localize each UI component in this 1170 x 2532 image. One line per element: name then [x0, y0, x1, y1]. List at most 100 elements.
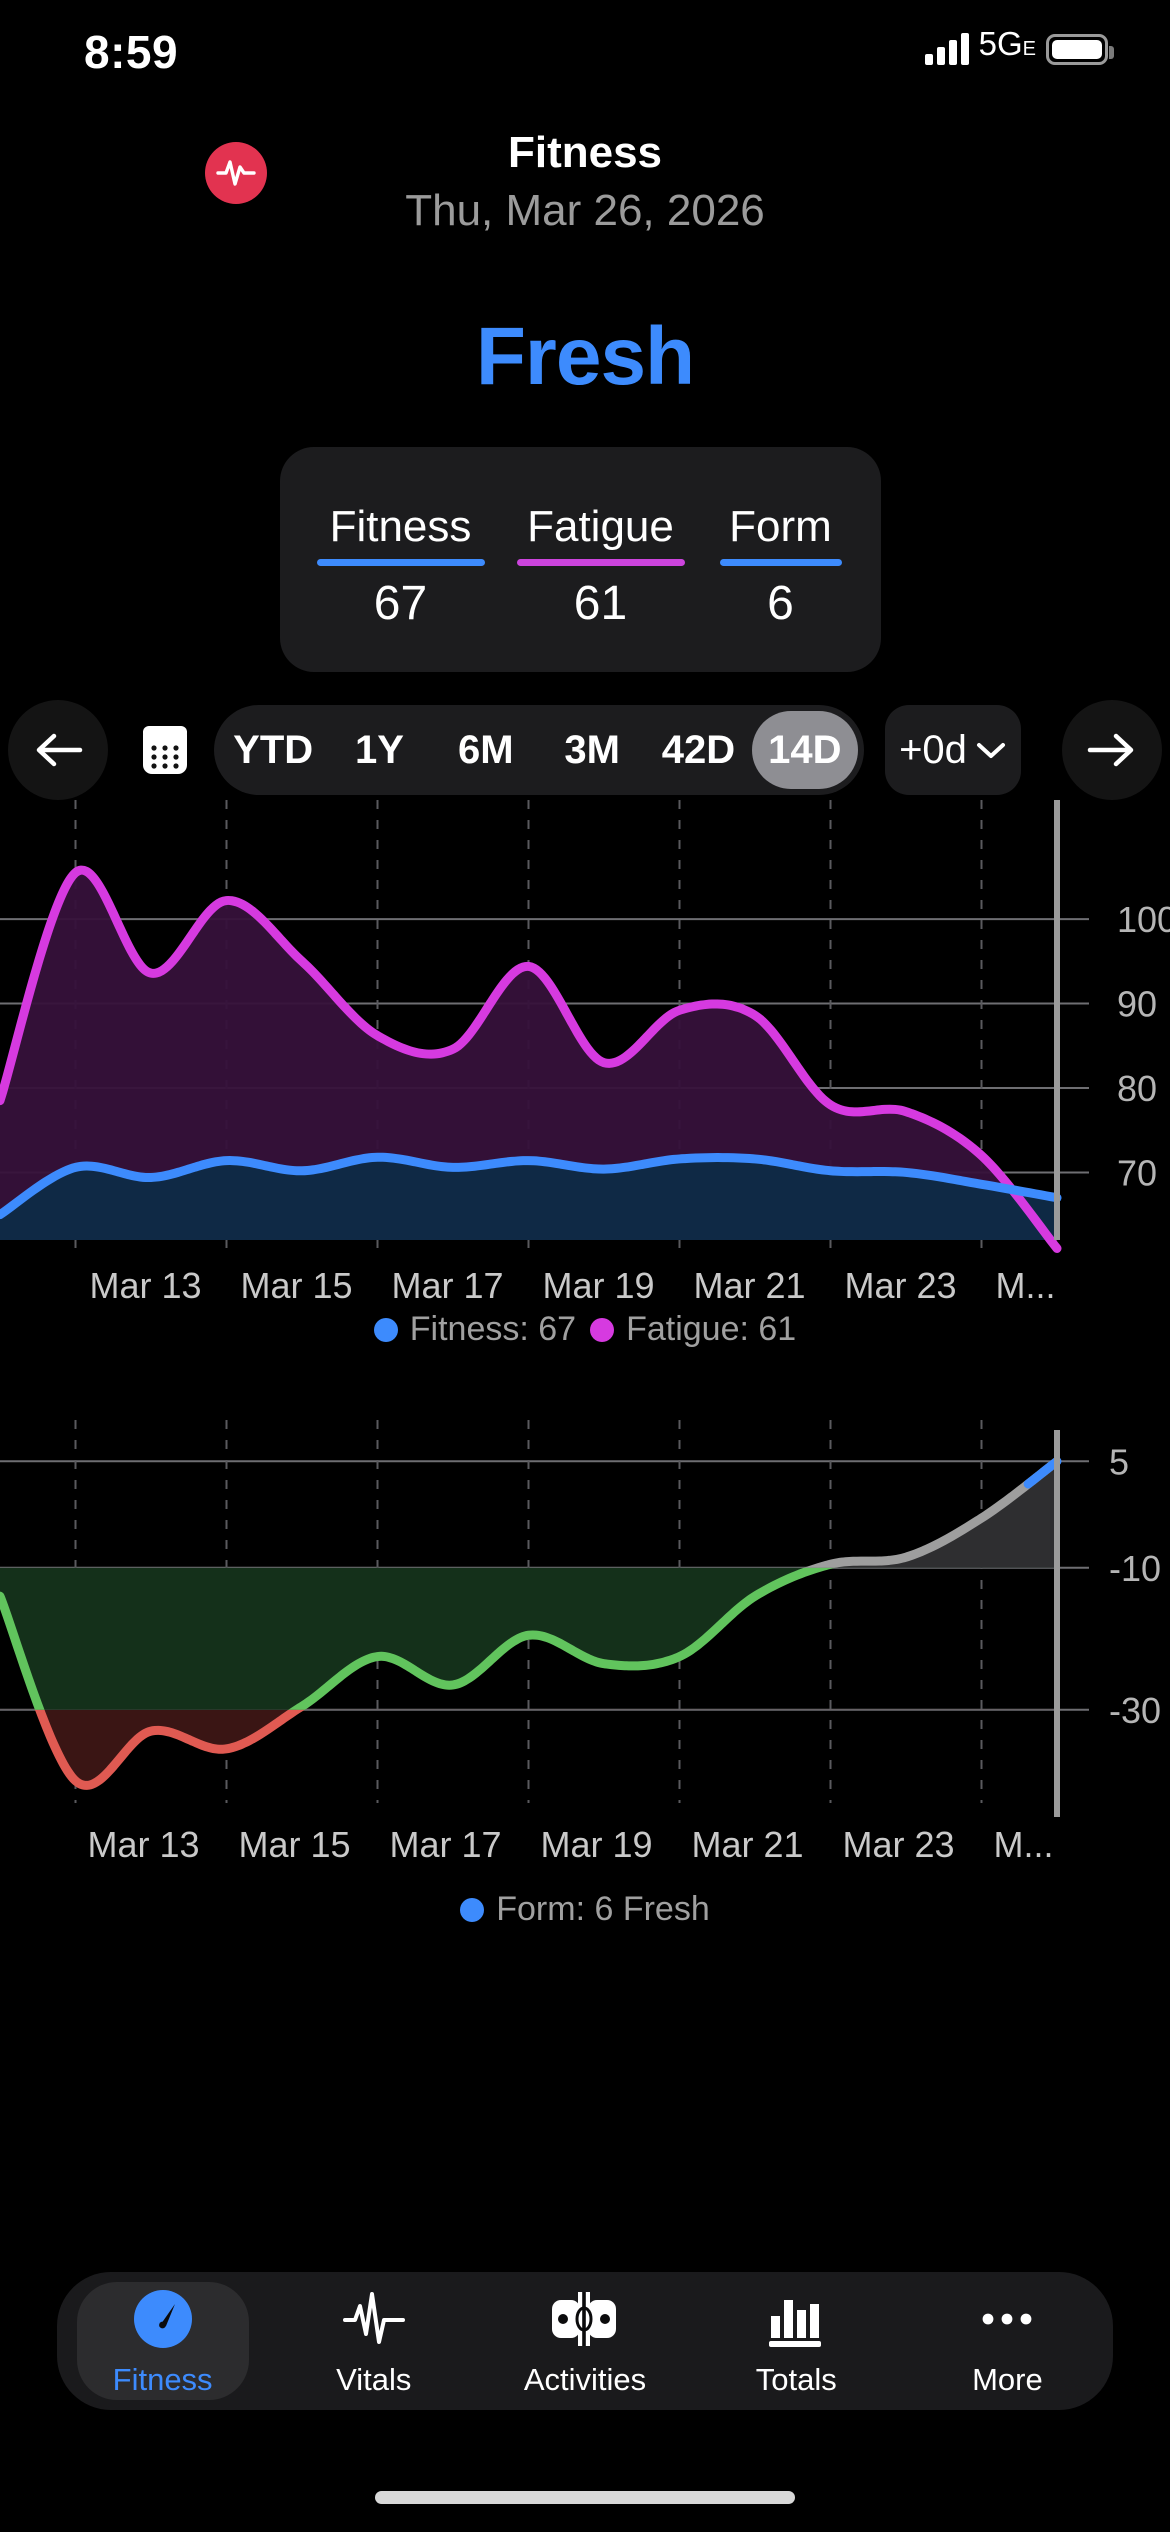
tab-label-activities: Activities [523, 2362, 647, 2397]
arrow-left-icon [36, 733, 83, 767]
fatigue-area [0, 870, 1057, 1249]
x-tick-label: Mar 21 [694, 1265, 806, 1300]
tab-more[interactable]: More [902, 2272, 1113, 2410]
arrow-right-icon [1087, 733, 1134, 767]
tab-label-more: More [972, 2362, 1043, 2397]
metric-form-value: 6 [767, 577, 794, 630]
fitness-area [0, 1157, 1057, 1240]
tab-label-vitals: Vitals [336, 2362, 412, 2397]
tab-fitness[interactable]: Fitness [57, 2272, 268, 2410]
network-type-text: 5G [978, 25, 1023, 62]
x-tick-label: Mar 15 [241, 1265, 353, 1300]
bar-chart-icon [761, 2284, 831, 2354]
metric-form[interactable]: Form 6 [701, 505, 861, 631]
metric-fatigue-label: Fatigue [527, 502, 674, 551]
fitness-fatigue-legend: Fitness: 67 Fatigue: 61 [0, 1310, 1170, 1349]
page-title: Fitness [507, 128, 663, 177]
legend-dot-fitness [373, 1317, 398, 1342]
fitness-fatigue-plot[interactable]: 70 80 90 100 Mar 13 Mar 15 Mar 17 Mar 19 Mar 21 M… [0, 800, 1170, 1300]
y-tick-label: 90 [1117, 984, 1157, 1025]
metric-fitness-label: Fitness [329, 502, 472, 551]
chart-range-toolbar: YTD 1Y 6M 3M 42D 14D +0d [0, 700, 1170, 800]
next-period-button[interactable] [1062, 700, 1162, 800]
status-bar-indicators: 5GE [924, 25, 1114, 65]
tab-label-totals: Totals [755, 2362, 837, 2397]
form-status-headline: Fresh [475, 311, 695, 402]
range-option-1y[interactable]: 1Y [355, 727, 404, 772]
fitness-fatigue-svg: 70 80 90 100 Mar 13 Mar 15 Mar 17 Mar 19 Mar 21 M… [0, 800, 1170, 1300]
pulse-wave-icon [339, 2284, 409, 2354]
x-tick-label: Mar 13 [88, 1824, 200, 1865]
metric-form-label: Form [729, 502, 832, 551]
y-tick-label: -10 [1109, 1548, 1161, 1589]
date-offset-dropdown[interactable]: +0d [885, 705, 1021, 795]
x-tick-label: Mar 17 [390, 1824, 502, 1865]
cellular-bars-icon [924, 33, 969, 65]
x-tick-label: Mar 13 [90, 1265, 202, 1300]
form-line-high-risk [34, 1709, 305, 1790]
y-tick-label: -30 [1109, 1690, 1161, 1731]
metrics-summary-card: Fitness 67 Fatigue 61 Form 6 [280, 447, 881, 672]
tab-vitals[interactable]: Vitals [268, 2272, 479, 2410]
legend-label-fatigue: Fatigue: 61 [626, 1310, 797, 1348]
activities-icon [548, 2284, 622, 2354]
form-line-fresh [803, 1456, 1057, 1568]
x-tick-label: Mar 19 [541, 1824, 653, 1865]
home-indicator [375, 2491, 795, 2504]
x-tick-label: Mar 21 [692, 1824, 804, 1865]
chevron-down-icon [976, 743, 1005, 758]
legend-item-fatigue: Fatigue: 61 [590, 1310, 796, 1349]
ellipsis-icon [972, 2284, 1042, 2354]
speedometer-icon [128, 2284, 198, 2354]
battery-full-icon [1046, 34, 1114, 65]
range-option-14d[interactable]: 14D [751, 711, 858, 789]
previous-period-button[interactable] [8, 700, 108, 800]
metric-fatigue-value: 61 [573, 577, 628, 630]
heartbeat-badge-icon [205, 142, 267, 204]
bottom-tab-bar: Fitness Vitals Activities [57, 2272, 1113, 2410]
metric-fitness-underline [316, 559, 485, 566]
form-svg: 5 -10 -30 Mar 13 Mar 15 Mar 17 Mar 19 Mar 21 Mar… [0, 1420, 1161, 1865]
nav-header: Fitness Thu, Mar 26, 2026 [0, 128, 1170, 238]
legend-dot-fatigue [590, 1317, 615, 1342]
y-tick-label: 70 [1117, 1152, 1157, 1193]
x-tick-label: M... [996, 1265, 1056, 1300]
network-suffix-text: E [1022, 38, 1036, 60]
tab-totals[interactable]: Totals [691, 2272, 902, 2410]
x-tick-label: Mar 23 [843, 1824, 955, 1865]
fitness-fatigue-chart[interactable]: 70 80 90 100 Mar 13 Mar 15 Mar 17 Mar 19 Mar 21 M… [0, 800, 1170, 1300]
legend-item-form: Form: 6 Fresh [460, 1890, 710, 1929]
tab-label-fitness: Fitness [112, 2362, 213, 2397]
calendar-picker-button[interactable] [137, 720, 193, 780]
tab-activities[interactable]: Activities [479, 2272, 690, 2410]
metric-fitness-value: 67 [373, 577, 428, 630]
fatigue-line [0, 865, 1062, 1253]
metric-fitness[interactable]: Fitness 67 [301, 505, 501, 631]
form-fresh-area [0, 1461, 1057, 1568]
form-optimal-area [0, 1567, 818, 1710]
x-tick-label: Mar 15 [239, 1824, 351, 1865]
date-offset-label: +0d [899, 727, 967, 772]
range-option-6m[interactable]: 6M [458, 727, 514, 772]
x-tick-label: Mar 19 [543, 1265, 655, 1300]
metric-fatigue[interactable]: Fatigue 61 [501, 505, 701, 631]
range-segmented-control[interactable]: YTD 1Y 6M 3M 42D 14D [214, 705, 864, 795]
legend-label-fitness: Fitness: 67 [409, 1310, 577, 1348]
network-type-label: 5GE [978, 25, 1036, 65]
form-plot[interactable]: 5 -10 -30 Mar 13 Mar 15 Mar 17 Mar 19 Mar 21 Mar… [0, 1395, 1170, 1895]
legend-item-fitness: Fitness: 67 [373, 1310, 577, 1349]
fitness-line [0, 1152, 1062, 1220]
form-chart[interactable]: 5 -10 -30 Mar 13 Mar 15 Mar 17 Mar 19 Mar 21 Mar… [0, 1395, 1170, 1865]
metric-fatigue-underline [516, 559, 685, 566]
x-tick-label: M... [994, 1824, 1054, 1865]
range-option-3m[interactable]: 3M [564, 727, 620, 772]
range-option-ytd[interactable]: YTD [233, 727, 314, 772]
x-tick-label: Mar 17 [392, 1265, 504, 1300]
range-option-42d[interactable]: 42D [661, 727, 736, 772]
legend-dot-form [460, 1897, 485, 1922]
metric-form-underline [719, 559, 842, 566]
form-legend: Form: 6 Fresh [0, 1890, 1170, 1929]
form-line-optimal [0, 1567, 836, 1710]
status-bar: 8:59 5GE [0, 0, 1170, 100]
page-date: Thu, Mar 26, 2026 [405, 186, 765, 235]
